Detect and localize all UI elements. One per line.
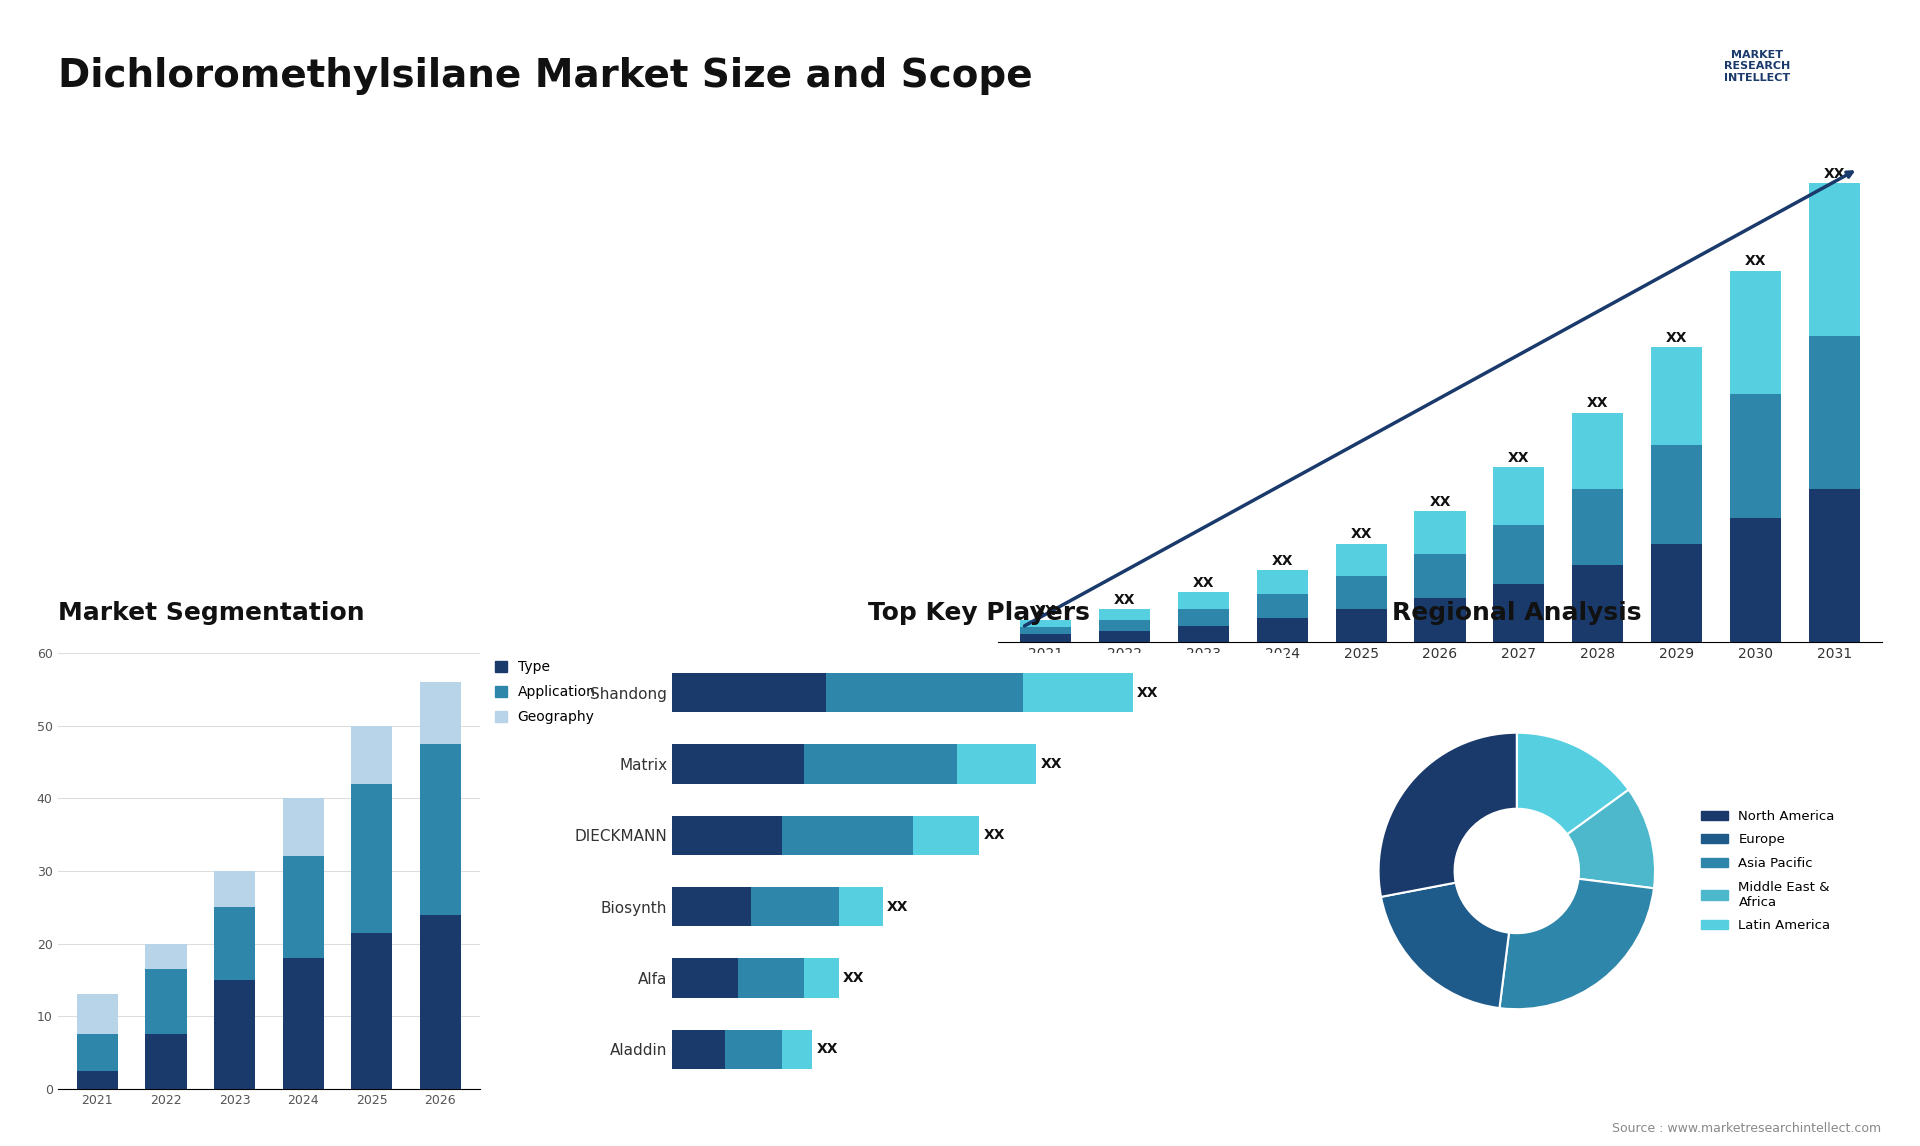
Text: XX: XX xyxy=(1745,254,1766,268)
Bar xyxy=(282,799,324,856)
Text: XX: XX xyxy=(1507,450,1530,465)
Bar xyxy=(1023,673,1133,713)
Bar xyxy=(1098,630,1150,642)
Bar xyxy=(1258,595,1308,619)
Bar xyxy=(1809,183,1860,336)
Bar xyxy=(1098,609,1150,620)
Bar xyxy=(1651,347,1703,446)
Text: XX: XX xyxy=(843,971,864,984)
Bar xyxy=(1258,619,1308,642)
Bar xyxy=(282,958,324,1089)
Bar xyxy=(1177,609,1229,626)
Legend: Type, Application, Geography: Type, Application, Geography xyxy=(495,660,595,724)
Bar xyxy=(839,887,883,926)
Bar xyxy=(672,745,804,784)
Bar xyxy=(958,745,1037,784)
Bar xyxy=(1258,571,1308,595)
Bar xyxy=(213,908,255,980)
Bar xyxy=(1730,270,1782,394)
Bar xyxy=(1020,627,1071,635)
Bar xyxy=(1415,511,1465,555)
Bar xyxy=(1730,394,1782,518)
Bar xyxy=(213,871,255,908)
Bar xyxy=(1336,543,1386,576)
Bar xyxy=(751,887,839,926)
Bar xyxy=(804,958,839,997)
Legend: North America, Europe, Asia Pacific, Middle East &
Africa, Latin America: North America, Europe, Asia Pacific, Mid… xyxy=(1695,804,1839,937)
Bar xyxy=(1494,583,1544,642)
Wedge shape xyxy=(1567,790,1655,888)
Text: XX: XX xyxy=(1350,527,1373,541)
Bar xyxy=(77,1034,117,1070)
Bar xyxy=(1494,525,1544,583)
Text: XX: XX xyxy=(1192,576,1213,590)
Bar xyxy=(1020,635,1071,642)
Bar xyxy=(420,744,461,915)
Text: XX: XX xyxy=(1824,167,1845,181)
Text: XX: XX xyxy=(1428,495,1452,509)
Text: XX: XX xyxy=(983,829,1004,842)
Wedge shape xyxy=(1380,882,1509,1008)
Bar xyxy=(672,1029,724,1069)
Text: XX: XX xyxy=(1137,685,1158,699)
Text: Source : www.marketresearchintellect.com: Source : www.marketresearchintellect.com xyxy=(1613,1122,1882,1135)
Bar xyxy=(1336,609,1386,642)
Text: Top Key Players: Top Key Players xyxy=(868,601,1091,625)
Bar xyxy=(1809,489,1860,642)
Bar xyxy=(1730,518,1782,642)
Wedge shape xyxy=(1517,732,1628,834)
Bar xyxy=(213,980,255,1089)
Bar xyxy=(146,943,186,970)
Bar xyxy=(420,915,461,1089)
Text: XX: XX xyxy=(1271,555,1292,568)
Bar xyxy=(1651,543,1703,642)
Bar xyxy=(804,745,958,784)
Bar xyxy=(1177,592,1229,609)
Bar xyxy=(146,970,186,1034)
Text: XX: XX xyxy=(1588,397,1609,410)
Bar xyxy=(672,887,751,926)
Text: XX: XX xyxy=(1667,331,1688,345)
Bar xyxy=(1415,555,1465,598)
Wedge shape xyxy=(1500,879,1653,1010)
Bar xyxy=(420,682,461,744)
Bar xyxy=(77,995,117,1034)
Text: XX: XX xyxy=(887,900,908,913)
Text: Market Segmentation: Market Segmentation xyxy=(58,601,365,625)
Bar xyxy=(77,1070,117,1089)
Wedge shape xyxy=(1379,732,1517,897)
Bar xyxy=(351,784,392,933)
Text: Regional Analysis: Regional Analysis xyxy=(1392,601,1642,625)
Bar xyxy=(724,1029,781,1069)
Bar xyxy=(914,816,979,855)
Bar xyxy=(1809,336,1860,489)
Text: Dichloromethylsilane Market Size and Scope: Dichloromethylsilane Market Size and Sco… xyxy=(58,57,1033,95)
Bar xyxy=(1572,565,1622,642)
Bar xyxy=(1651,446,1703,543)
Bar xyxy=(146,1034,186,1089)
Text: XX: XX xyxy=(816,1043,839,1057)
Bar xyxy=(672,673,826,713)
Bar xyxy=(672,816,781,855)
Bar xyxy=(1177,626,1229,642)
Bar xyxy=(1336,576,1386,609)
Bar xyxy=(1020,620,1071,627)
Bar xyxy=(1494,468,1544,525)
Bar xyxy=(1572,413,1622,489)
Bar xyxy=(282,856,324,958)
Bar xyxy=(1098,620,1150,630)
Bar xyxy=(672,958,737,997)
Bar xyxy=(351,725,392,784)
Bar xyxy=(1572,489,1622,565)
Text: XX: XX xyxy=(1114,592,1135,607)
Bar xyxy=(351,933,392,1089)
Bar xyxy=(781,816,914,855)
Text: XX: XX xyxy=(1041,758,1062,771)
Bar xyxy=(737,958,804,997)
Bar xyxy=(781,1029,812,1069)
Text: MARKET
RESEARCH
INTELLECT: MARKET RESEARCH INTELLECT xyxy=(1724,50,1789,83)
Bar xyxy=(1415,598,1465,642)
Bar xyxy=(826,673,1023,713)
Text: XX: XX xyxy=(1035,604,1056,618)
